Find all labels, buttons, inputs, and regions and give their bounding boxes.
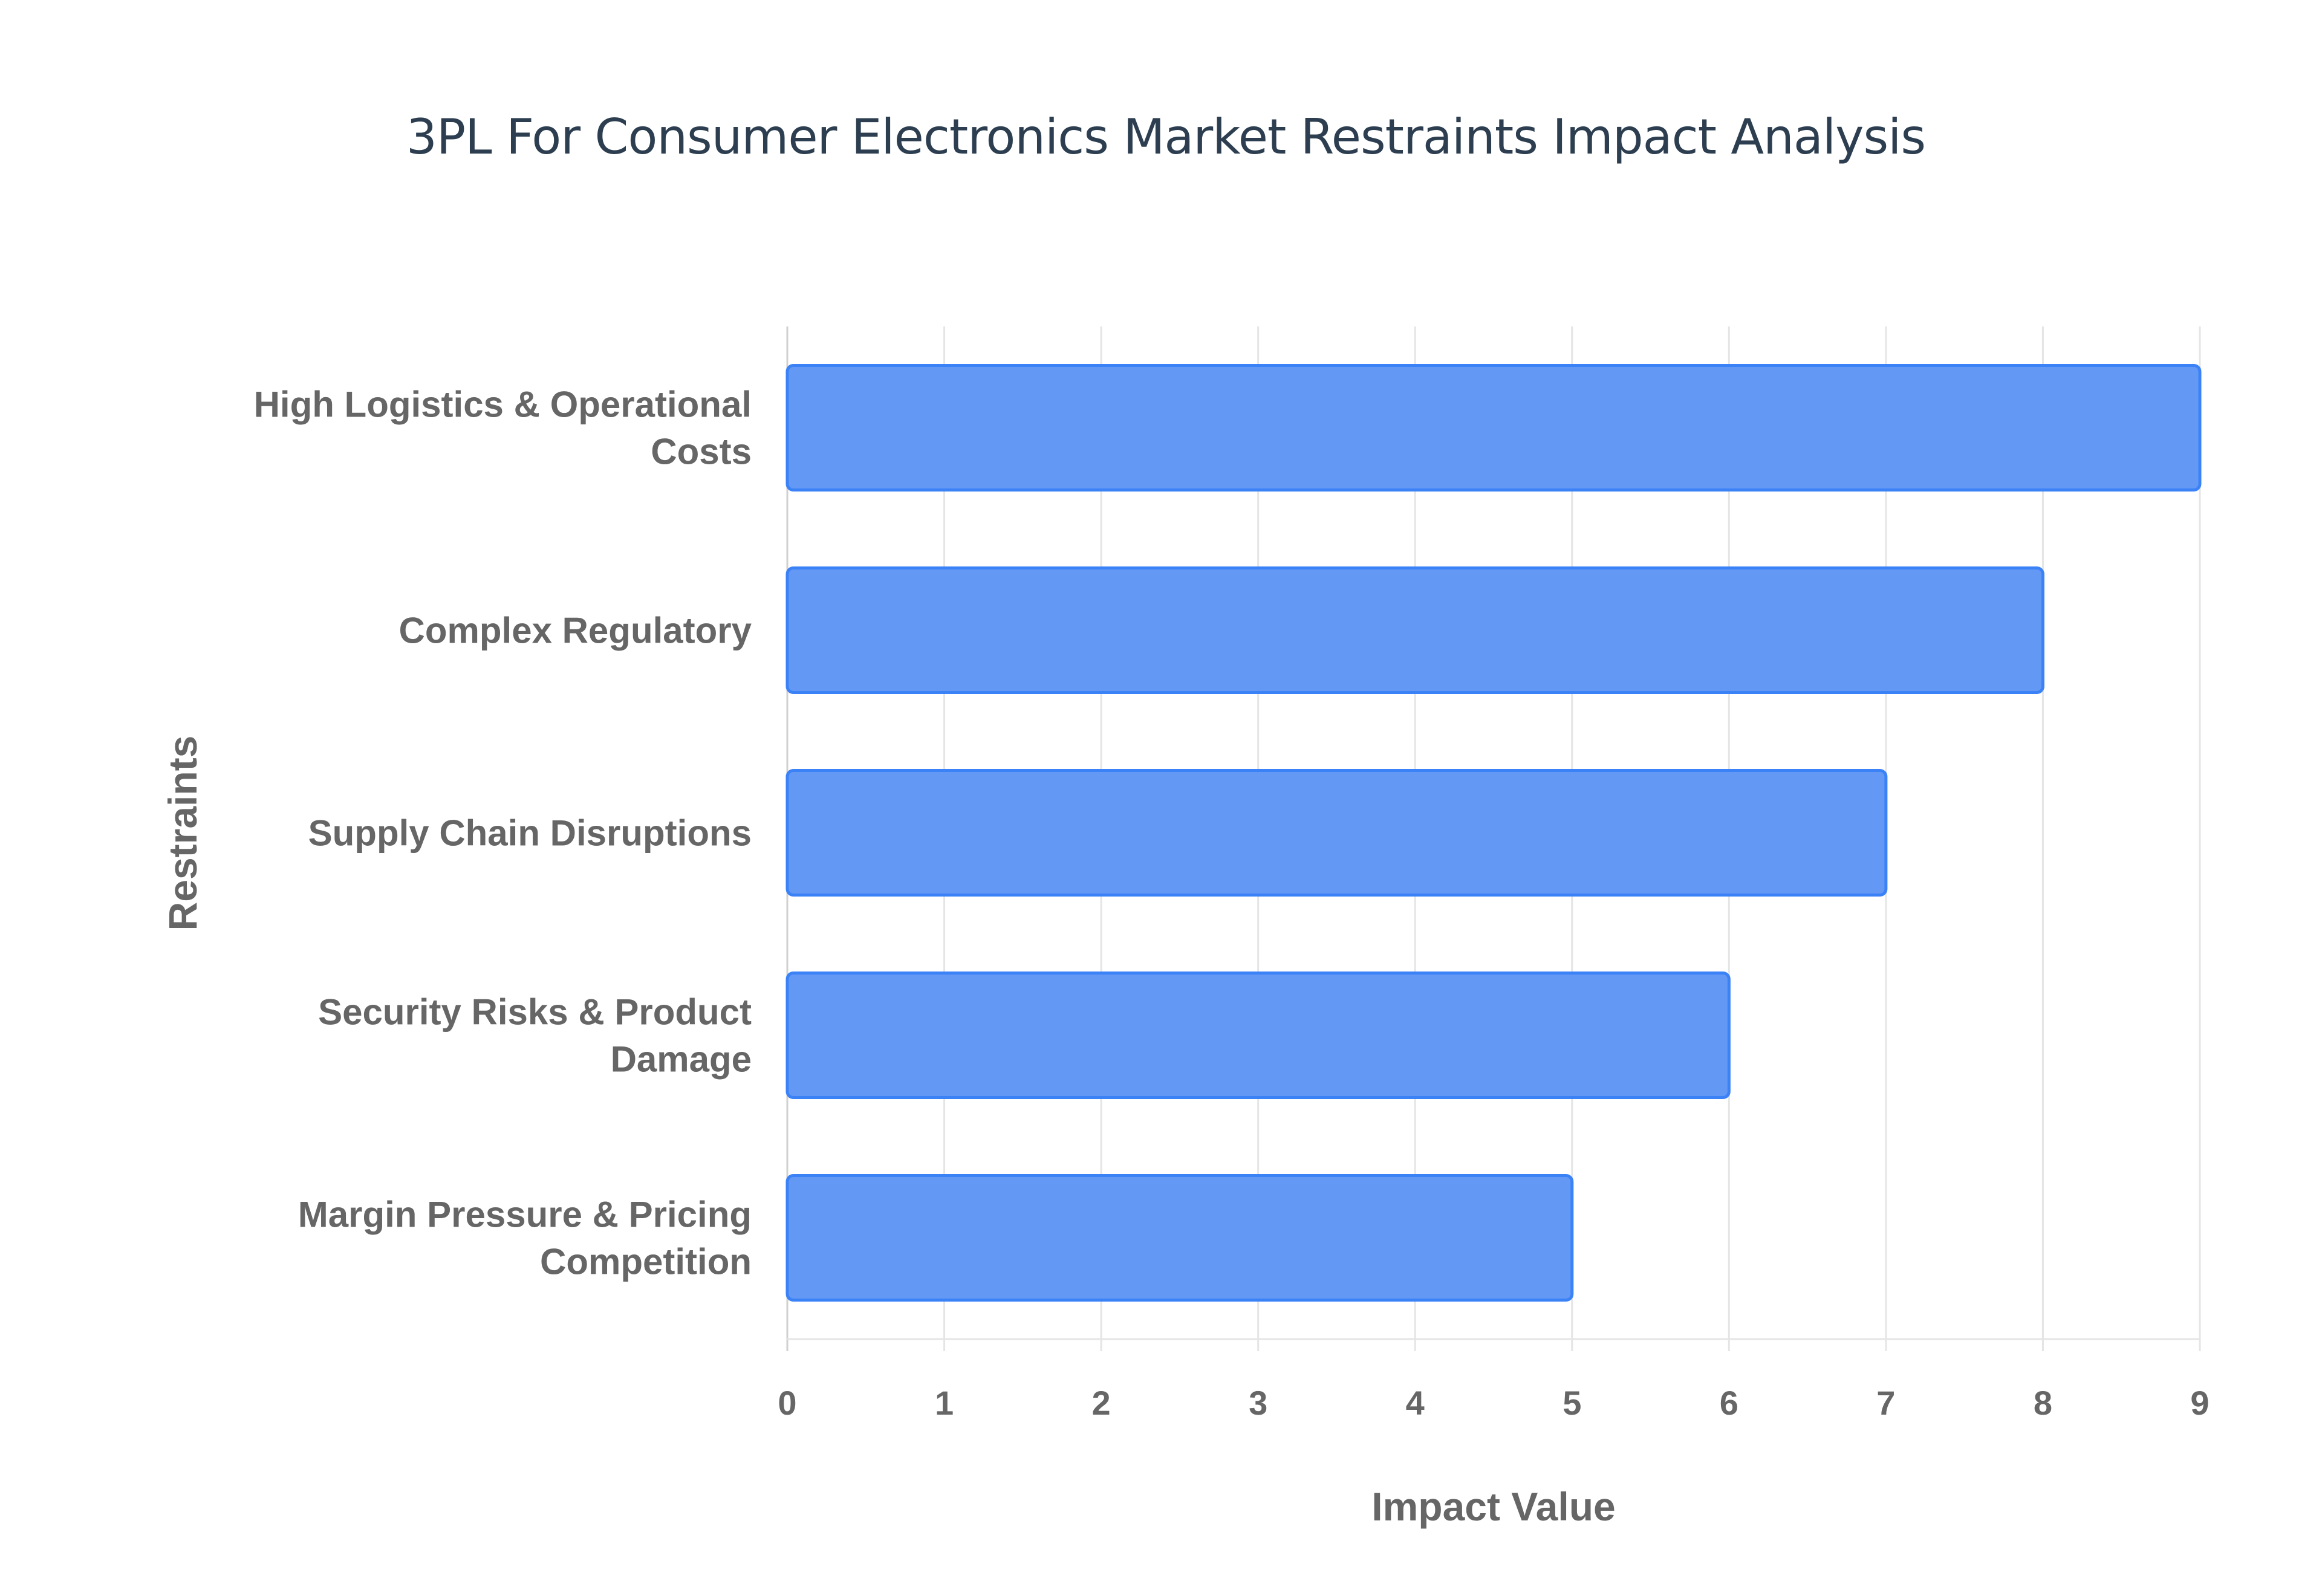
chart-title: 3PL For Consumer Electronics Market Rest… xyxy=(406,109,1926,165)
bar xyxy=(785,769,1888,897)
y-tick-label: Complex Regulatory xyxy=(399,611,752,651)
x-tick-label: 6 xyxy=(1720,1384,1738,1422)
y-tick-label: Costs xyxy=(651,432,752,472)
x-tick-label: 3 xyxy=(1249,1384,1267,1422)
bar xyxy=(785,1174,1574,1302)
x-axis-title: Impact Value xyxy=(1371,1484,1616,1529)
x-tick-label: 4 xyxy=(1406,1384,1425,1422)
x-tick-label: 0 xyxy=(778,1384,796,1422)
bar xyxy=(785,566,2044,694)
x-tick-label: 2 xyxy=(1092,1384,1111,1422)
x-tick-label: 8 xyxy=(2034,1384,2052,1422)
y-tick-label: Damage xyxy=(611,1039,752,1080)
y-tick-label: Supply Chain Disruptions xyxy=(308,813,752,854)
y-tick-label: High Logistics & Operational xyxy=(254,384,752,425)
bar xyxy=(785,364,2202,491)
x-tick-label: 7 xyxy=(1876,1384,1895,1422)
x-tick-label: 9 xyxy=(2190,1384,2209,1422)
x-tick-label: 1 xyxy=(935,1384,954,1422)
y-axis-title: Restraints xyxy=(160,736,205,931)
bar xyxy=(785,972,1731,1099)
x-tick-label: 5 xyxy=(1563,1384,1581,1422)
y-tick-label: Margin Pressure & Pricing xyxy=(298,1195,752,1235)
y-tick-label: Security Risks & Product xyxy=(318,992,752,1033)
y-tick-label: Competition xyxy=(540,1242,752,1282)
